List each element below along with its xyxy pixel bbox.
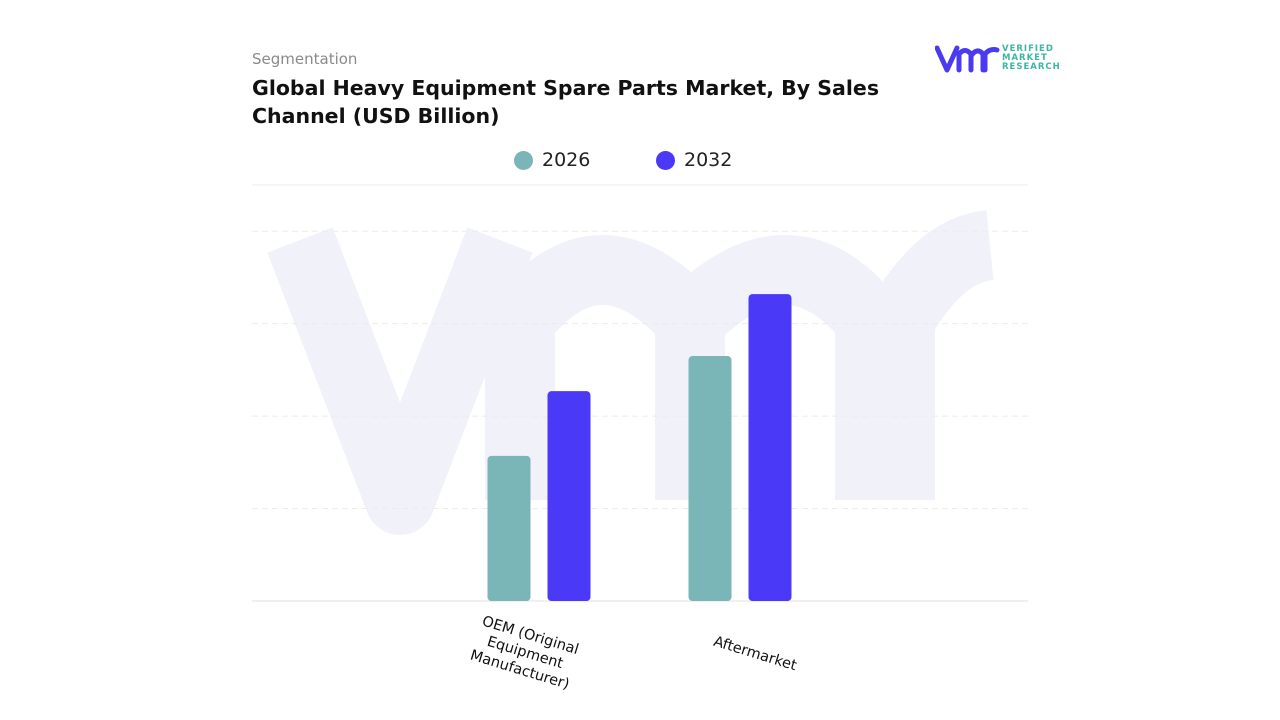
legend-label: 2026 — [542, 149, 591, 171]
logo-line: RESEARCH — [1002, 62, 1061, 72]
legend-item-2032[interactable]: 2032 — [656, 149, 732, 171]
legend-dot-icon — [656, 150, 675, 170]
bar-2032-oem[interactable] — [547, 391, 591, 601]
logo-text: VERIFIED MARKET RESEARCH — [1002, 45, 1061, 72]
segment-label: Segmentation — [252, 50, 358, 68]
vmr-logo-icon — [935, 45, 1000, 73]
legend-dot-icon — [514, 150, 533, 170]
bar-2026-oem[interactable] — [487, 455, 531, 601]
chart-title: Global Heavy Equipment Spare Parts Marke… — [252, 76, 880, 128]
bar-2026-aftermarket[interactable] — [688, 356, 732, 601]
legend-item-2026[interactable]: 2026 — [514, 149, 590, 171]
logo-line: MARKET — [1002, 53, 1048, 63]
watermark-icon — [267, 210, 996, 535]
bar-2032-aftermarket[interactable] — [748, 294, 792, 601]
logo-line: VERIFIED — [1002, 44, 1054, 54]
legend-label: 2032 — [684, 149, 733, 171]
